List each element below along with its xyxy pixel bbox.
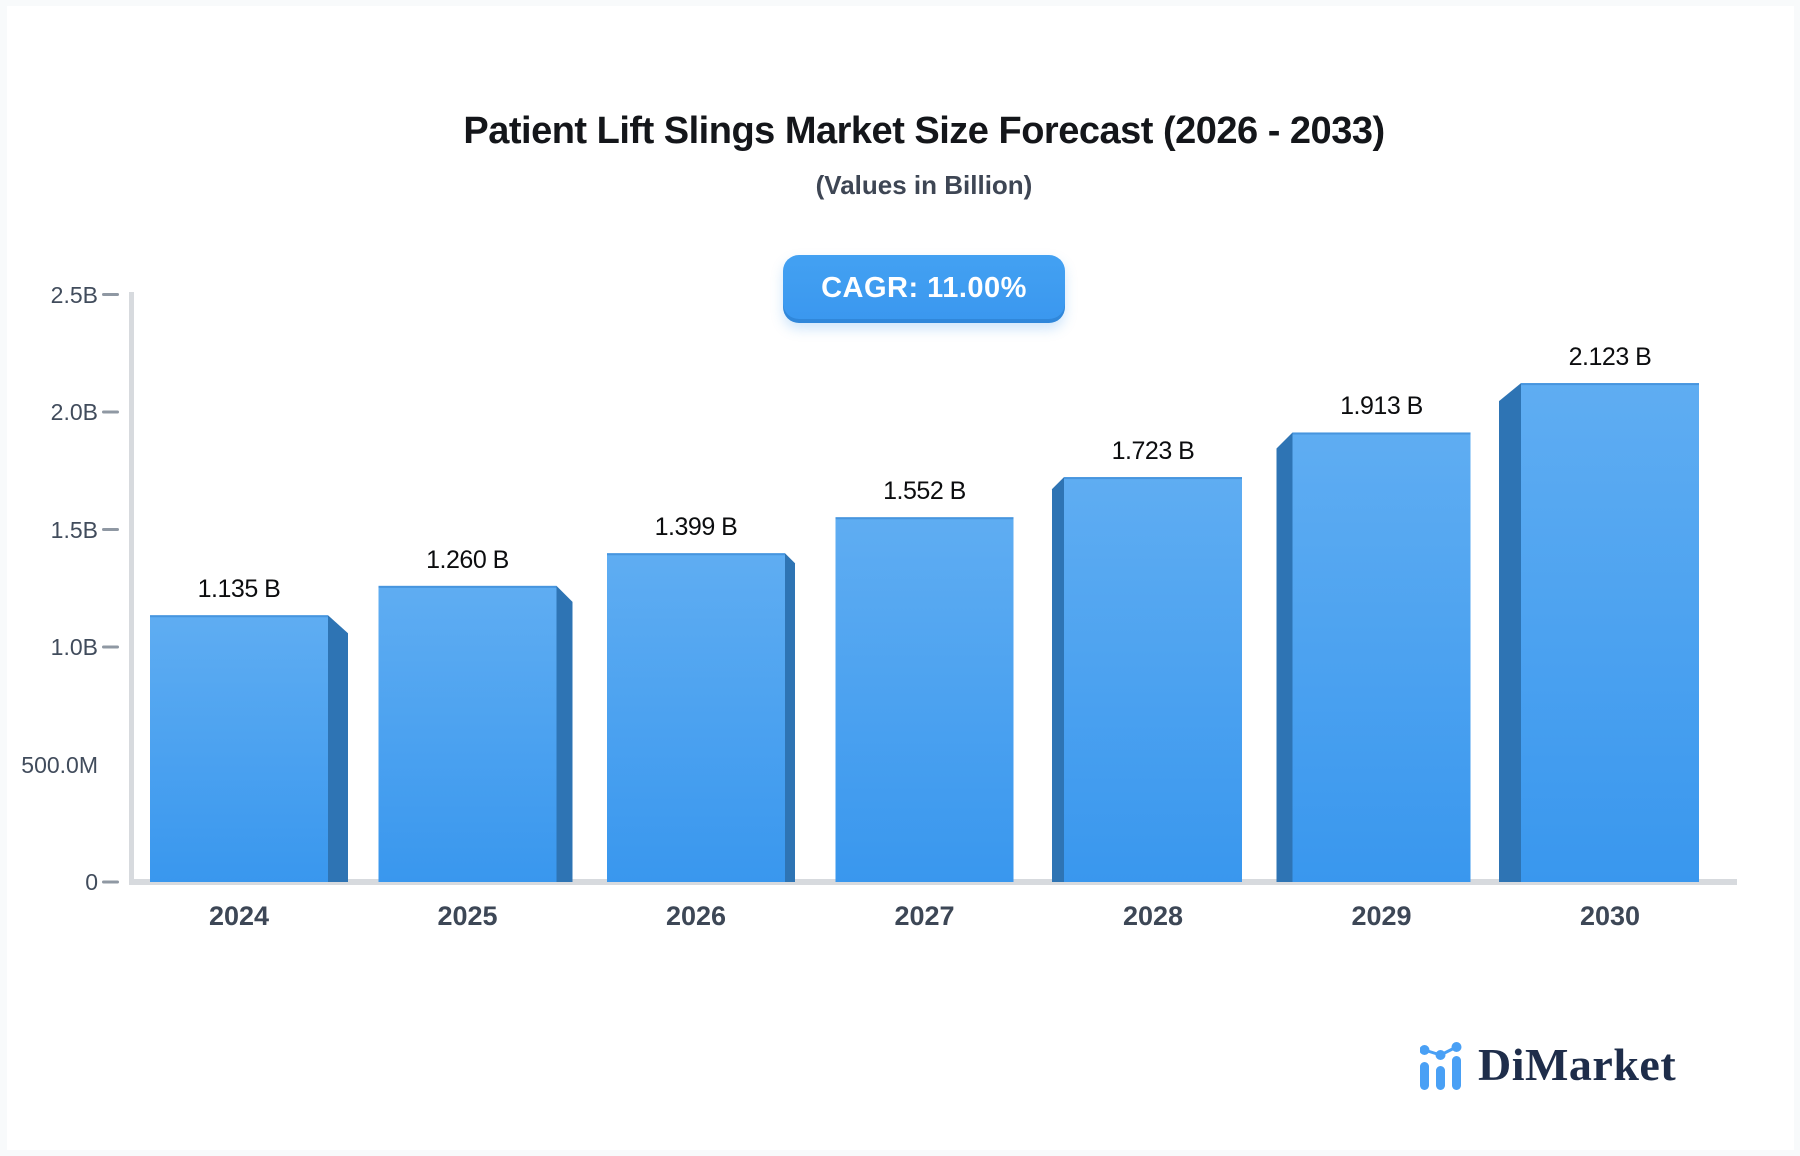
x-axis-label-2030: 2030 [1579, 901, 1641, 931]
bar-chart-sparkline-icon [1420, 1042, 1462, 1090]
bar-value-label-2026: 1.399 B [654, 513, 738, 542]
brand-name: DiMarket [1478, 1039, 1677, 1090]
y-axis-tick-label: 1.0B [50, 634, 98, 660]
y-tick-dash [102, 293, 119, 296]
x-axis-label-2026: 2026 [665, 901, 727, 931]
y-axis-line [129, 292, 134, 885]
bar-2029[interactable] [1292, 432, 1471, 882]
bar-2030[interactable] [1521, 383, 1699, 882]
x-axis-label-2024: 2024 [208, 901, 270, 931]
brand-logo: DiMarket [1420, 1038, 1676, 1090]
bar-value-label-2028: 1.723 B [1111, 437, 1195, 466]
bar-2027[interactable] [835, 517, 1014, 882]
y-tick-dash [102, 410, 119, 414]
y-axis-tick-label: 2.0B [50, 399, 98, 425]
bar-2024[interactable] [150, 615, 328, 882]
x-axis-label-2028: 2028 [1122, 901, 1184, 931]
y-axis-tick-label: 2.5B [50, 281, 98, 308]
y-tick-dash [102, 880, 119, 884]
bar-value-label-2029: 1.913 B [1340, 392, 1423, 421]
cagr-badge: CAGR: 11.00% [783, 255, 1065, 323]
x-axis-label-2025: 2025 [437, 901, 498, 931]
bar-2026-side[interactable] [785, 553, 795, 882]
bar-2025[interactable] [378, 585, 557, 882]
bar-value-label-2027: 1.552 B [883, 477, 966, 506]
bar-2029-side[interactable] [1276, 432, 1293, 882]
y-axis-tick-label: 0 [85, 869, 98, 895]
chart-title: Patient Lift Slings Market Size Forecast… [463, 110, 1385, 152]
x-axis-label-2029: 2029 [1351, 901, 1412, 931]
x-axis-label-2027: 2027 [894, 901, 955, 931]
bar-value-label-2030: 2.123 B [1568, 343, 1652, 372]
y-tick-dash [102, 645, 119, 649]
bar-2028-side[interactable] [1052, 477, 1064, 882]
bar-2025-side[interactable] [556, 585, 573, 882]
bar-2024-side[interactable] [328, 615, 348, 882]
y-axis-tick-label: 1.5B [50, 516, 98, 543]
bar-value-label-2025: 1.260 B [426, 545, 509, 574]
bar-2028[interactable] [1064, 477, 1242, 882]
y-tick-dash [102, 528, 119, 531]
bar-value-label-2024: 1.135 B [197, 575, 281, 604]
chart-subtitle: (Values in Billion) [815, 170, 1033, 200]
y-axis-tick-label: 500.0M [21, 751, 98, 778]
bar-2026[interactable] [607, 553, 785, 882]
bar-2030-side[interactable] [1499, 383, 1521, 882]
